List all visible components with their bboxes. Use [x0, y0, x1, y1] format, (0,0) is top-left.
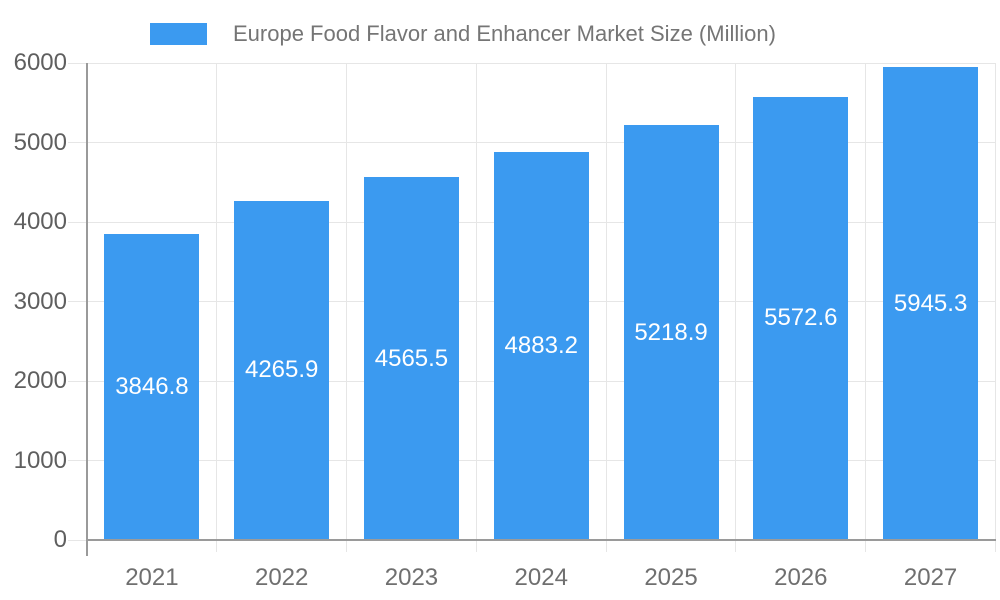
x-tick-mark [475, 540, 477, 552]
gridline-vertical [995, 63, 996, 540]
bar [363, 177, 459, 540]
y-tick-label: 3000 [13, 287, 67, 315]
x-tick-mark [995, 540, 996, 552]
gridline-vertical [735, 63, 737, 540]
bar-value-label: 5218.9 [634, 318, 708, 346]
bar [104, 234, 200, 540]
x-tick-label: 2027 [903, 564, 958, 591]
bar-value-label: 5945.3 [893, 289, 968, 317]
x-tick-label: 2025 [644, 564, 698, 591]
bar-value-label: 3846.8 [115, 373, 189, 401]
y-tick-label: 2000 [13, 367, 67, 394]
y-tick-label: 4000 [13, 208, 67, 235]
y-tick-label: 5000 [13, 128, 67, 156]
x-tick-mark [216, 540, 218, 552]
x-tick-label: 2026 [774, 564, 828, 591]
gridline-vertical [346, 63, 348, 540]
bar-value-label: 5572.6 [764, 304, 838, 332]
y-tick-label: 1000 [13, 446, 67, 474]
y-tick-label: 0 [53, 526, 67, 553]
x-tick-label: 2021 [125, 564, 179, 591]
bar-value-label: 4565.5 [374, 344, 449, 372]
x-tick-mark [605, 540, 607, 552]
y-tick-mark [68, 539, 87, 541]
legend-label: Europe Food Flavor and Enhancer Market S… [233, 21, 776, 46]
y-tick-label: 6000 [13, 49, 67, 76]
bar [493, 151, 589, 540]
x-axis-line [87, 539, 996, 541]
gridline-vertical [605, 63, 607, 540]
x-tick-label: 2022 [254, 564, 309, 591]
chart-legend: Europe Food Flavor and Enhancer Market S… [150, 21, 776, 47]
x-tick-mark [346, 540, 348, 552]
legend-swatch [150, 23, 207, 45]
bar [753, 96, 849, 540]
gridline-vertical [475, 63, 477, 540]
x-tick-mark [865, 540, 867, 552]
x-tick-mark [735, 540, 737, 552]
bar-value-label: 4883.2 [504, 331, 578, 359]
x-tick-label: 2024 [514, 564, 568, 591]
gridline-vertical [865, 63, 867, 540]
bar [883, 67, 979, 540]
gridline-horizontal [68, 142, 996, 143]
gridline-horizontal [68, 62, 996, 64]
y-axis-line [86, 63, 88, 556]
bar [623, 125, 719, 540]
x-tick-label: 2023 [384, 564, 439, 591]
gridline-vertical [216, 63, 218, 540]
bar-value-label: 4265.9 [244, 356, 319, 384]
bar [234, 200, 330, 540]
